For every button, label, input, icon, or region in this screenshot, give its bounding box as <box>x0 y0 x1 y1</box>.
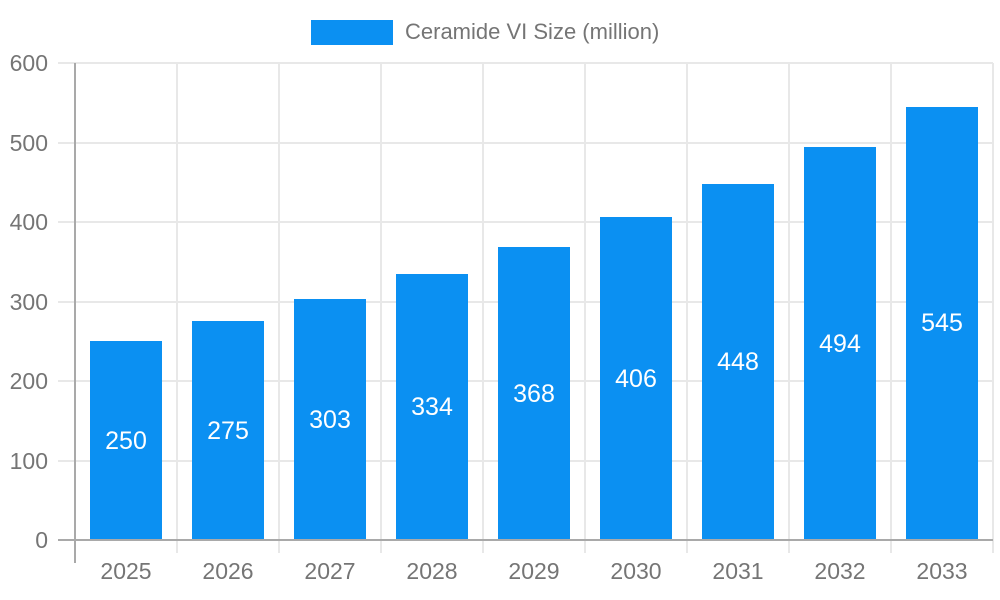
bar-value-label-2030: 406 <box>615 364 657 393</box>
x-tick-label-2027: 2027 <box>304 558 356 584</box>
x-tick-label-2026: 2026 <box>202 558 254 584</box>
bar-value-label-2026: 275 <box>207 416 249 445</box>
bar-value-label-2032: 494 <box>819 329 861 358</box>
gridline-x-3 <box>380 63 382 553</box>
bar-2029[interactable] <box>498 247 570 540</box>
bar-value-label-2027: 303 <box>309 405 351 434</box>
bar-value-label-2031: 448 <box>717 347 759 376</box>
bar-2030[interactable] <box>600 217 672 540</box>
bar-2025[interactable] <box>90 341 162 540</box>
x-tick-label-2031: 2031 <box>712 558 764 584</box>
y-axis-line <box>74 63 76 563</box>
y-tick-label-0: 0 <box>35 527 48 553</box>
x-tick-label-2025: 2025 <box>100 558 152 584</box>
gridline-x-9 <box>992 63 994 553</box>
gridline-x-6 <box>686 63 688 553</box>
bar-value-label-2028: 334 <box>411 393 453 422</box>
gridline-x-2 <box>278 63 280 553</box>
gridline-x-8 <box>890 63 892 553</box>
bar-value-label-2033: 545 <box>921 309 963 338</box>
x-tick-label-2030: 2030 <box>610 558 662 584</box>
legend-swatch[interactable] <box>311 20 393 45</box>
bar-2033[interactable] <box>906 106 978 540</box>
gridline-x-1 <box>176 63 178 553</box>
gridline-y-0 <box>58 539 993 541</box>
bar-value-label-2025: 250 <box>105 426 147 455</box>
y-tick-label-100: 100 <box>9 447 48 474</box>
gridline-x-5 <box>584 63 586 553</box>
y-tick-label-200: 200 <box>9 368 48 394</box>
bar-2032[interactable] <box>804 147 876 540</box>
gridline-x-7 <box>788 63 790 553</box>
x-tick-label-2032: 2032 <box>814 558 866 584</box>
x-tick-label-2028: 2028 <box>406 558 458 584</box>
y-tick-label-300: 300 <box>9 288 48 315</box>
y-tick-label-600: 600 <box>9 50 48 76</box>
gridline-x-4 <box>482 63 484 553</box>
bar-2026[interactable] <box>192 321 264 540</box>
legend-label[interactable]: Ceramide VI Size (million) <box>405 19 660 44</box>
gridline-y-400 <box>58 221 993 223</box>
gridline-y-500 <box>58 141 993 144</box>
bar-2027[interactable] <box>294 299 366 540</box>
y-tick-label-500: 500 <box>9 129 48 156</box>
bar-value-label-2029: 368 <box>513 379 555 408</box>
bar-2028[interactable] <box>396 274 468 540</box>
x-tick-label-2029: 2029 <box>508 558 560 584</box>
bar-2031[interactable] <box>702 183 774 540</box>
y-tick-label-400: 400 <box>9 209 48 235</box>
legend: Ceramide VI Size (million) <box>0 0 1000 50</box>
x-tick-label-2033: 2033 <box>916 558 968 584</box>
gridline-y-600 <box>58 62 993 64</box>
